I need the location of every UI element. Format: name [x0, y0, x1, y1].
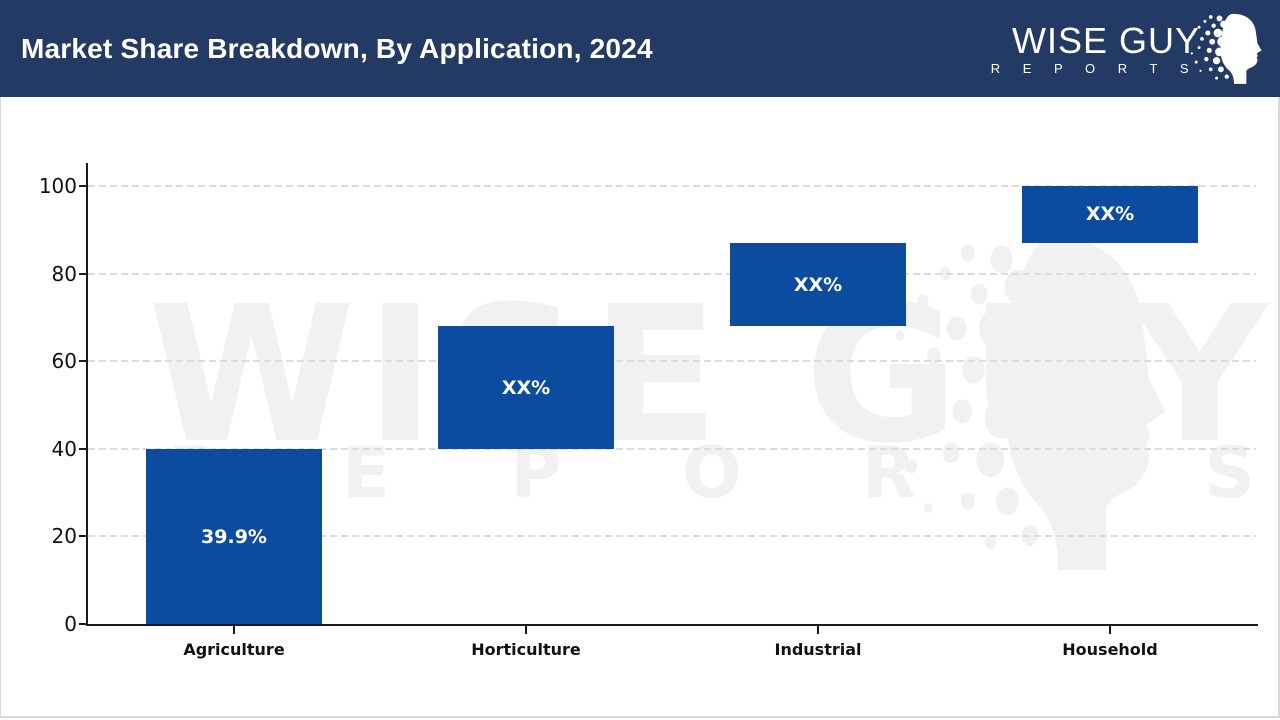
bar-value-label: XX% — [501, 376, 551, 399]
watermark-face-icon — [890, 238, 1166, 571]
x-tick-industrial — [817, 626, 819, 634]
x-tick-horticulture — [525, 626, 527, 634]
y-tick-0 — [79, 623, 87, 625]
gridline-80 — [88, 272, 1256, 275]
y-tick-label-20: 20 — [51, 524, 77, 549]
y-tick-label-80: 80 — [51, 261, 77, 286]
y-axis-spine — [86, 163, 88, 626]
right-rule — [1278, 97, 1280, 717]
bar-agriculture — [146, 449, 322, 624]
bar-value-label: XX% — [1085, 203, 1135, 226]
y-tick-40 — [79, 447, 87, 450]
y-tick-60 — [79, 360, 87, 363]
left-rule — [0, 97, 1, 717]
bar-industrial — [730, 242, 906, 327]
x-tick-household — [1109, 626, 1111, 634]
y-tick-label-100: 100 — [38, 174, 77, 198]
wiseguy-logo: WISE GUY R E P O R T S — [991, 6, 1266, 92]
bottom-rule — [0, 716, 1280, 718]
x-tick-label-industrial: Industrial — [774, 640, 862, 659]
gridline-60 — [88, 360, 1256, 363]
bar-household — [1022, 186, 1198, 243]
wiseguy-face-icon — [1190, 13, 1262, 84]
y-tick-label-0: 0 — [64, 612, 77, 636]
bar-horticulture — [438, 326, 614, 450]
x-tick-label-horticulture: Horticulture — [471, 640, 581, 659]
y-tick-label-40: 40 — [51, 436, 77, 461]
y-tick-20 — [79, 535, 87, 538]
y-tick-100 — [79, 185, 87, 187]
x-axis-spine — [86, 624, 1258, 626]
x-tick-label-household: Household — [1062, 640, 1158, 659]
y-tick-label-60: 60 — [51, 349, 77, 374]
page-title: Market Share Breakdown, By Application, … — [21, 32, 653, 64]
bar-value-label: XX% — [793, 273, 843, 296]
x-tick-agriculture — [233, 626, 235, 634]
gridline-100 — [88, 185, 1256, 187]
logo-wordmark: WISE GUY — [1011, 19, 1200, 61]
y-tick-80 — [79, 272, 87, 275]
logo-subtext: R E P O R T S — [990, 61, 1198, 77]
gridline-40 — [88, 447, 1256, 450]
gridline-20 — [88, 535, 1256, 538]
header: Market Share Breakdown, By Application, … — [0, 0, 1280, 97]
bar-value-label: 39.9% — [201, 525, 267, 548]
x-tick-label-agriculture: Agriculture — [183, 640, 285, 659]
